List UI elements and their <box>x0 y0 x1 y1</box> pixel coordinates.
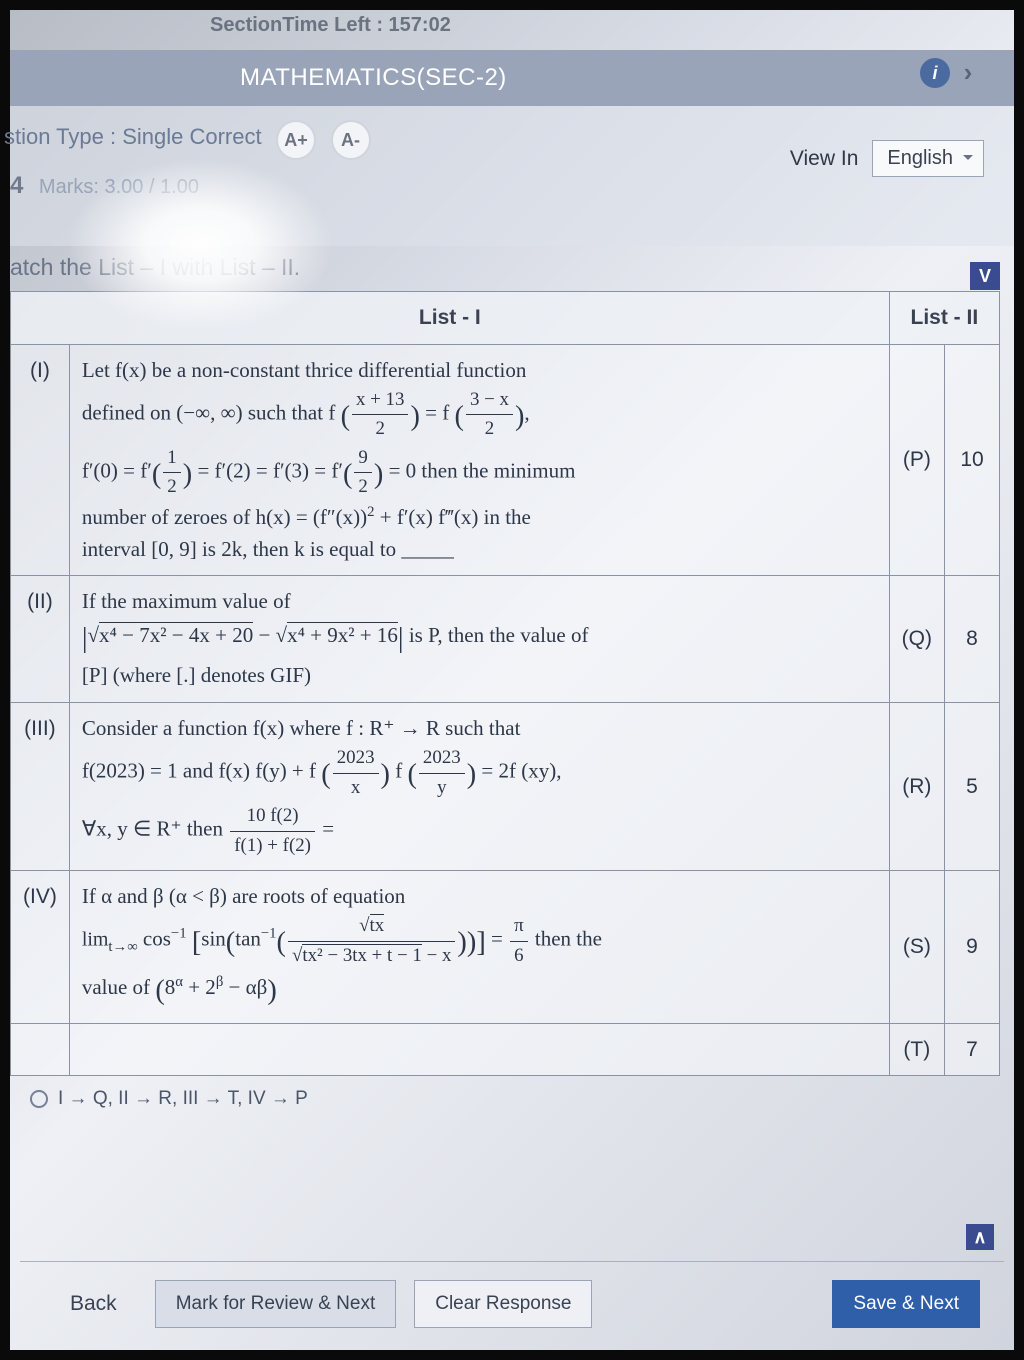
row-v: 8 <box>945 576 1000 703</box>
radio-icon <box>30 1090 48 1108</box>
table-header-row: List - I List - II <box>11 292 1000 345</box>
marks-positive: 3.00 <box>104 176 143 198</box>
mark-review-button[interactable]: Mark for Review & Next <box>155 1280 397 1328</box>
back-button[interactable]: Back <box>50 1280 137 1328</box>
row-body: Let f(x) be a non-constant thrice differ… <box>69 344 889 576</box>
row-p: (R) <box>889 702 944 870</box>
subject-title: MATHEMATICS(SEC-2) <box>240 64 507 92</box>
scroll-down-badge[interactable]: V <box>970 262 1000 290</box>
table-row: (II) If the maximum value of |√x⁴ − 7x² … <box>11 576 1000 703</box>
view-in-container: View In English <box>790 140 984 177</box>
view-in-label: View In <box>790 147 859 171</box>
info-icon[interactable]: i <box>920 58 950 88</box>
clear-response-button[interactable]: Clear Response <box>414 1280 592 1328</box>
question-meta: stion Type : Single Correct A+ A- 4 Mark… <box>10 106 1014 246</box>
save-next-button[interactable]: Save & Next <box>832 1280 980 1328</box>
table-row: (IV) If α and β (α < β) are roots of equ… <box>11 870 1000 1023</box>
subject-bar: MATHEMATICS(SEC-2) i › <box>10 50 1014 106</box>
row-idx: (I) <box>11 344 70 576</box>
row-p: (T) <box>889 1023 944 1076</box>
match-table: List - I List - II (I) Let f(x) be a non… <box>10 291 1000 1076</box>
row-idx: (II) <box>11 576 70 703</box>
question-type-label: stion Type : Single Correct <box>4 124 262 149</box>
chevron-right-icon[interactable]: › <box>954 58 982 86</box>
marks-negative: / 1.00 <box>149 176 199 198</box>
row-v: 5 <box>945 702 1000 870</box>
language-select[interactable]: English <box>872 140 984 177</box>
table-row: (T) 7 <box>11 1023 1000 1076</box>
question-content: atch the List – I with List – II. List -… <box>10 246 1014 1110</box>
row-body: If the maximum value of |√x⁴ − 7x² − 4x … <box>69 576 889 703</box>
row-body: If α and β (α < β) are roots of equation… <box>69 870 889 1023</box>
table-row: (III) Consider a function f(x) where f :… <box>11 702 1000 870</box>
footer-bar: Back Mark for Review & Next Clear Respon… <box>20 1261 1004 1328</box>
option-text: I → Q, II → R, III → T, IV → P <box>58 1088 308 1110</box>
row-v: 7 <box>945 1023 1000 1076</box>
font-decrease-button[interactable]: A- <box>331 120 371 160</box>
marks-label: Marks: <box>39 176 99 198</box>
row-v: 10 <box>945 344 1000 576</box>
table-row: (I) Let f(x) be a non-constant thrice di… <box>11 344 1000 576</box>
font-increase-button[interactable]: A+ <box>276 120 316 160</box>
row-idx: (IV) <box>11 870 70 1023</box>
list1-header: List - I <box>11 292 890 345</box>
answer-option[interactable]: I → Q, II → R, III → T, IV → P <box>10 1076 1000 1110</box>
row-p: (S) <box>889 870 944 1023</box>
section-time: SectionTime Left : 157:02 <box>10 10 1014 50</box>
row-body: Consider a function f(x) where f : R⁺ → … <box>69 702 889 870</box>
question-prompt: atch the List – I with List – II. <box>10 246 1000 291</box>
list2-header: List - II <box>889 292 999 345</box>
row-body <box>69 1023 889 1076</box>
question-number: 4 <box>10 172 23 199</box>
row-idx <box>11 1023 70 1076</box>
row-p: (P) <box>889 344 944 576</box>
scroll-up-badge[interactable]: ∧ <box>966 1224 994 1250</box>
row-idx: (III) <box>11 702 70 870</box>
row-v: 9 <box>945 870 1000 1023</box>
row-p: (Q) <box>889 576 944 703</box>
